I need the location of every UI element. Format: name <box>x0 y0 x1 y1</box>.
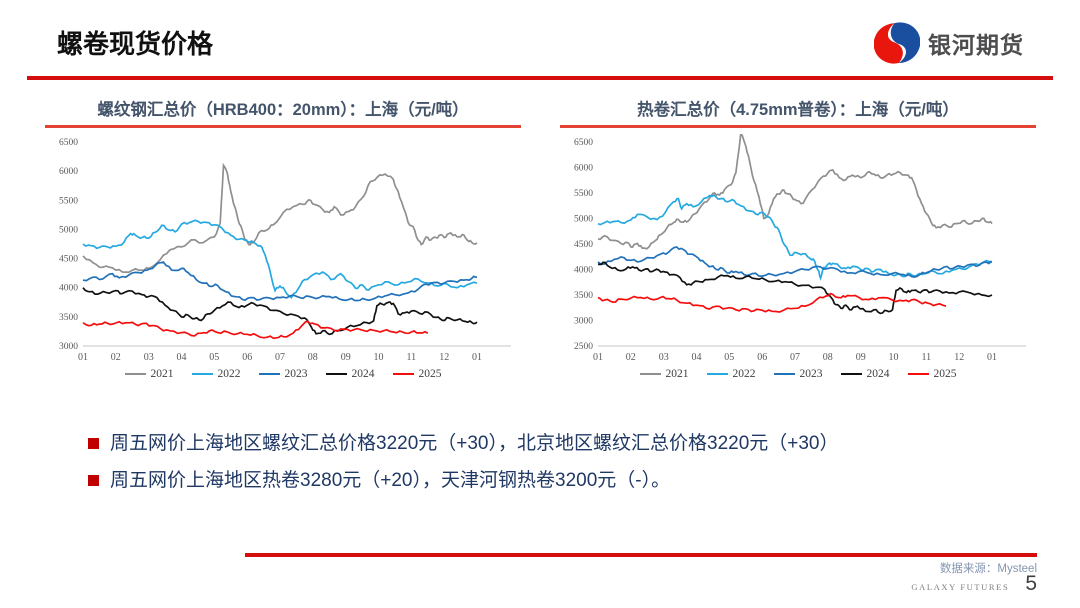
hot-coil-chart-legend: 2021 2022 2023 2024 2025 <box>560 368 1036 380</box>
legend-line-swatch <box>258 372 280 376</box>
svg-text:3000: 3000 <box>574 317 593 327</box>
rebar-chart-block: 螺纹钢汇总价（HRB400：20mm）：上海（元/吨） 6500 6000 5500… <box>45 96 521 380</box>
svg-text:5000: 5000 <box>59 225 78 235</box>
svg-text:5500: 5500 <box>59 196 78 206</box>
legend-item-2025: 2025 <box>907 368 957 380</box>
legend-line-swatch <box>907 372 929 376</box>
galaxy-swirl-icon <box>874 22 920 64</box>
svg-text:05: 05 <box>724 352 734 363</box>
footer-brand-text: GALAXY FUTURES <box>911 582 1010 592</box>
svg-text:2500: 2500 <box>574 342 593 352</box>
svg-text:06: 06 <box>757 352 767 363</box>
legend-line-swatch <box>124 372 146 376</box>
svg-text:04: 04 <box>692 352 702 363</box>
bullet-text-rebar: 周五网价上海地区螺纹汇总价格3220元（+30），北京地区螺纹汇总价格3220元… <box>110 433 839 454</box>
legend-line-swatch <box>773 372 795 376</box>
svg-text:3000: 3000 <box>59 342 78 352</box>
svg-text:10: 10 <box>889 352 899 363</box>
legend-item-2023: 2023 <box>773 368 823 380</box>
legend-line-swatch <box>840 372 862 376</box>
legend-item-2024: 2024 <box>840 368 890 380</box>
svg-text:3500: 3500 <box>59 313 78 323</box>
footer-brand-row: GALAXY FUTURES 5 <box>911 572 1037 596</box>
svg-text:4000: 4000 <box>574 266 593 276</box>
legend-line-swatch <box>392 372 414 376</box>
svg-text:12: 12 <box>954 352 964 363</box>
svg-text:6500: 6500 <box>59 138 78 148</box>
svg-text:4500: 4500 <box>59 255 78 265</box>
legend-item-2021: 2021 <box>124 368 174 380</box>
svg-text:03: 03 <box>659 352 669 363</box>
svg-text:07: 07 <box>790 352 800 363</box>
svg-text:4000: 4000 <box>59 284 78 294</box>
svg-text:09: 09 <box>856 352 866 363</box>
svg-text:07: 07 <box>275 352 285 363</box>
legend-line-swatch <box>706 372 728 376</box>
svg-text:01: 01 <box>472 352 482 363</box>
svg-text:3500: 3500 <box>574 291 593 301</box>
legend-line-swatch <box>191 372 213 376</box>
hot-coil-chart-title: 热卷汇总价（4.75mm普卷）：上海（元/吨） <box>560 96 1036 128</box>
svg-text:08: 08 <box>823 352 833 363</box>
bullet-row-rebar: 周五网价上海地区螺纹汇总价格3220元（+30），北京地区螺纹汇总价格3220元… <box>88 430 1008 458</box>
legend-item-2022: 2022 <box>191 368 241 380</box>
data-source-label: 数据来源：Mysteel <box>939 563 1037 575</box>
svg-text:5500: 5500 <box>574 189 593 199</box>
rebar-chart-title: 螺纹钢汇总价（HRB400：20mm）：上海（元/吨） <box>45 96 521 128</box>
bullet-square-icon <box>88 438 99 449</box>
legend-line-swatch <box>325 372 347 376</box>
svg-text:04: 04 <box>177 352 187 363</box>
hot-coil-chart-block: 热卷汇总价（4.75mm普卷）：上海（元/吨） 6500 6000 5500 5000… <box>560 96 1036 380</box>
rebar-chart-legend: 2021 2022 2023 2024 2025 <box>45 368 521 380</box>
svg-text:01: 01 <box>987 352 997 363</box>
bullet-row-hot-coil: 周五网价上海地区热卷3280元（+20），天津河钢热卷3200元（-）。 <box>88 467 1008 495</box>
svg-text:02: 02 <box>111 352 121 363</box>
svg-text:06: 06 <box>242 352 252 363</box>
svg-text:09: 09 <box>341 352 351 363</box>
page-number: 5 <box>1025 572 1037 595</box>
svg-text:01: 01 <box>593 352 603 363</box>
svg-text:6000: 6000 <box>574 164 593 174</box>
svg-text:08: 08 <box>308 352 318 363</box>
legend-item-2025: 2025 <box>392 368 442 380</box>
svg-text:6000: 6000 <box>59 167 78 177</box>
svg-text:4500: 4500 <box>574 240 593 250</box>
legend-item-2021: 2021 <box>639 368 689 380</box>
footer-divider <box>245 553 1037 557</box>
svg-text:12: 12 <box>439 352 449 363</box>
galaxy-futures-logo: 银河期货 <box>874 22 1024 64</box>
svg-text:10: 10 <box>374 352 384 363</box>
legend-item-2023: 2023 <box>258 368 308 380</box>
logo-text: 银河期货 <box>928 32 1024 58</box>
legend-item-2022: 2022 <box>706 368 756 380</box>
commentary-section: 周五网价上海地区螺纹汇总价格3220元（+30），北京地区螺纹汇总价格3220元… <box>88 430 1008 503</box>
svg-text:05: 05 <box>209 352 219 363</box>
svg-text:6500: 6500 <box>574 138 593 148</box>
svg-text:02: 02 <box>626 352 636 363</box>
svg-text:03: 03 <box>144 352 154 363</box>
svg-text:11: 11 <box>406 352 416 363</box>
svg-text:5000: 5000 <box>574 215 593 225</box>
legend-line-swatch <box>639 372 661 376</box>
header-divider <box>27 76 1053 80</box>
bullet-text-hot-coil: 周五网价上海地区热卷3280元（+20），天津河钢热卷3200元（-）。 <box>110 469 671 491</box>
legend-item-2024: 2024 <box>325 368 375 380</box>
page-title: 螺卷现货价格 <box>57 29 214 59</box>
svg-text:01: 01 <box>78 352 88 363</box>
svg-text:11: 11 <box>921 352 931 363</box>
bullet-square-icon <box>88 474 99 486</box>
